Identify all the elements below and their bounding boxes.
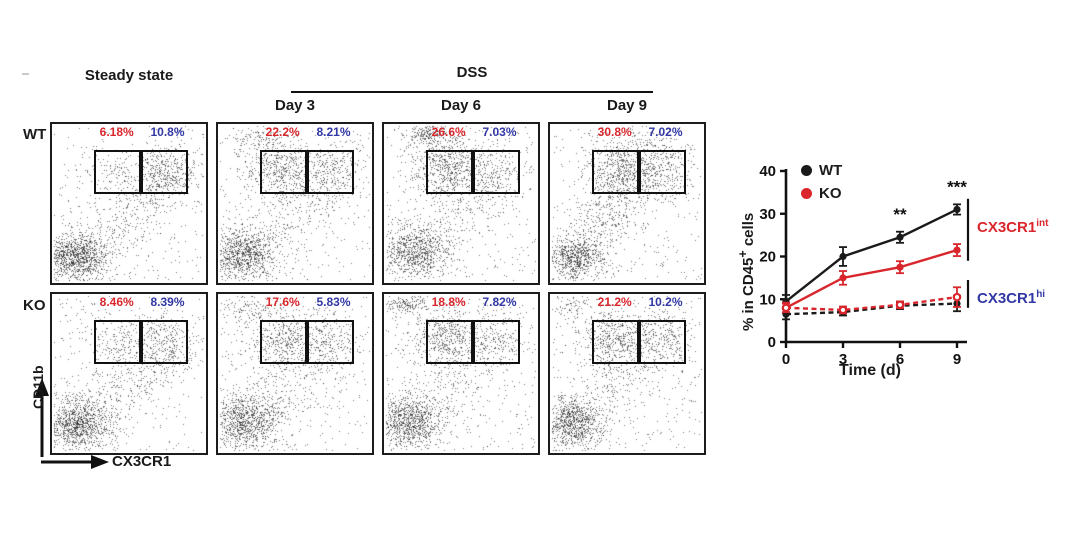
svg-text:40: 40	[759, 163, 776, 180]
svg-text:***: ***	[947, 177, 967, 196]
gate-cx3cr1-hi	[473, 150, 520, 194]
pct-int: 18.8%	[431, 295, 466, 309]
svg-text:**: **	[893, 205, 907, 224]
flow-panel-ko-day6: 18.8% 7.82%	[382, 292, 540, 455]
flow-scatter-canvas	[384, 294, 538, 453]
group-label-cx3cr1-hi: CX3CR1hi	[977, 289, 1046, 308]
header-steady-state: Steady state	[84, 67, 174, 84]
gate-cx3cr1-int	[260, 320, 308, 364]
row-label-ko: KO	[23, 297, 46, 314]
gate-cx3cr1-int	[260, 150, 308, 194]
pct-hi: 7.02%	[648, 125, 683, 139]
gate-cx3cr1-hi	[473, 320, 520, 364]
pct-int: 6.18%	[99, 125, 134, 139]
svg-text:20: 20	[759, 249, 776, 266]
row-label-wt: WT	[23, 126, 47, 143]
flow-scatter-canvas	[550, 124, 704, 283]
flow-axes-arrows	[35, 378, 109, 469]
pct-hi: 10.8%	[150, 125, 185, 139]
flow-x-axis-label: CX3CR1	[112, 453, 172, 470]
gate-cx3cr1-int	[94, 150, 142, 194]
flow-scatter-canvas	[550, 294, 704, 453]
pct-hi: 8.39%	[150, 295, 185, 309]
svg-text:3: 3	[839, 351, 847, 368]
wt-legend-label: WT	[819, 162, 843, 179]
flow-panel-wt-day9: 30.8% 7.02%	[548, 122, 706, 285]
pct-int: 22.2%	[265, 125, 300, 139]
gate-cx3cr1-int	[592, 150, 640, 194]
gate-cx3cr1-int	[426, 320, 474, 364]
svg-text:6: 6	[896, 351, 904, 368]
flow-panel-wt-day6: 26.6% 7.03%	[382, 122, 540, 285]
pct-int: 21.2%	[597, 295, 632, 309]
stray-mark	[22, 73, 29, 75]
gate-cx3cr1-int	[426, 150, 474, 194]
ko-legend-label: KO	[819, 185, 842, 202]
gate-cx3cr1-int	[592, 320, 640, 364]
pct-hi: 7.03%	[482, 125, 517, 139]
header-day-6: Day 6	[440, 97, 482, 114]
legend-item-wt: WT	[801, 162, 842, 179]
gate-cx3cr1-hi	[141, 320, 188, 364]
gate-cx3cr1-hi	[307, 150, 354, 194]
gate-cx3cr1-hi	[639, 320, 686, 364]
svg-text:30: 30	[759, 206, 776, 223]
svg-text:0: 0	[768, 334, 776, 351]
flow-panel-wt-day3: 22.2% 8.21%	[216, 122, 374, 285]
chart-y-axis-label: % in CD45+ cells	[736, 212, 757, 331]
svg-text:9: 9	[953, 351, 961, 368]
gate-cx3cr1-int	[94, 320, 142, 364]
header-dss: DSS	[456, 64, 488, 81]
gate-cx3cr1-hi	[307, 320, 354, 364]
header-day-3: Day 3	[274, 97, 316, 114]
pct-hi: 8.21%	[316, 125, 351, 139]
flow-scatter-canvas	[384, 124, 538, 283]
pct-int: 17.6%	[265, 295, 300, 309]
group-label-cx3cr1-int: CX3CR1int	[977, 218, 1049, 237]
flow-scatter-canvas	[218, 124, 372, 283]
header-day-9: Day 9	[606, 97, 648, 114]
flow-panel-ko-steady: 8.46% 8.39%	[50, 292, 208, 455]
flow-scatter-canvas	[218, 294, 372, 453]
pct-int: 8.46%	[99, 295, 134, 309]
svg-text:10: 10	[759, 291, 776, 308]
chart-x-axis-label: Time (d)	[839, 362, 901, 379]
flow-scatter-canvas	[52, 124, 206, 283]
svg-text:0: 0	[782, 351, 790, 368]
gate-cx3cr1-hi	[141, 150, 188, 194]
pct-hi: 10.2%	[648, 295, 683, 309]
flow-panel-ko-day9: 21.2% 10.2%	[548, 292, 706, 455]
flow-y-axis-label: CD11b	[30, 365, 46, 409]
flow-panel-ko-day3: 17.6% 5.83%	[216, 292, 374, 455]
legend-item-ko: KO	[801, 185, 842, 202]
wt-legend-dot	[801, 165, 812, 176]
gate-cx3cr1-hi	[639, 150, 686, 194]
dss-bracket-line	[291, 91, 653, 93]
pct-hi: 7.82%	[482, 295, 517, 309]
pct-hi: 5.83%	[316, 295, 351, 309]
ko-legend-dot	[801, 188, 812, 199]
pct-int: 30.8%	[597, 125, 632, 139]
pct-int: 26.6%	[431, 125, 466, 139]
flow-panel-wt-steady: 6.18% 10.8%	[50, 122, 208, 285]
